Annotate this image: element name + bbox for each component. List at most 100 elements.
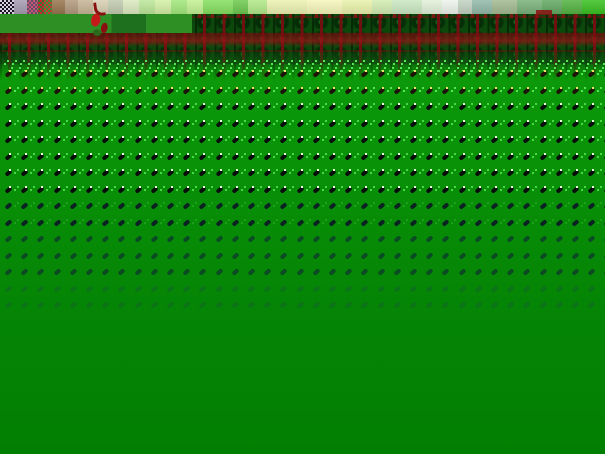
grass-dot	[597, 155, 600, 158]
sky-block	[458, 0, 472, 14]
grass-sparkle	[25, 136, 28, 138]
grass-tuft	[328, 185, 337, 194]
grass-sparkle	[576, 169, 578, 171]
grass-dot	[532, 122, 535, 125]
grass-dot	[419, 172, 421, 174]
grass-tuft	[571, 251, 580, 260]
grass-dot	[95, 122, 97, 125]
grass-tuft	[458, 251, 467, 260]
grass-dot	[597, 122, 600, 125]
grass-sparkle	[478, 136, 481, 138]
grass-dot	[289, 172, 292, 174]
grass-tuft	[474, 202, 483, 210]
grass-tuft	[4, 152, 13, 161]
grass-dot	[78, 172, 81, 174]
grass-sparkle	[284, 185, 287, 188]
grass-dot	[548, 139, 551, 141]
grass-sparkle	[219, 152, 222, 155]
grass-sparkle	[462, 169, 465, 171]
grass-sparkle	[381, 136, 384, 138]
grass-tuft	[522, 136, 531, 144]
grass-dot	[419, 139, 421, 141]
grass-tuft	[312, 169, 321, 177]
grass-sparkle	[73, 119, 76, 122]
grass-tuft	[328, 251, 337, 260]
grass-tuft	[344, 218, 353, 227]
grass-tuft	[506, 136, 515, 144]
grass-sparkle	[235, 103, 238, 105]
grass-sparkle	[527, 119, 530, 122]
grass-sparkle	[90, 169, 92, 171]
grass-dot	[257, 205, 259, 207]
grass-dot	[370, 155, 373, 158]
grass-sparkle	[252, 119, 254, 122]
grass-dot	[95, 106, 97, 108]
grass-tuft	[474, 119, 483, 128]
grass-dot	[30, 188, 33, 191]
grass-tuft	[425, 185, 434, 194]
grass-sparkle	[171, 152, 173, 155]
grass-dot	[500, 139, 502, 141]
grass-tuft	[441, 86, 450, 95]
grass-tuft	[263, 119, 272, 128]
grass-dot	[289, 106, 292, 108]
grass-sparkle	[430, 103, 433, 105]
grass-tuft	[328, 86, 337, 95]
grass-tuft	[506, 251, 515, 260]
grass-sparkle	[203, 169, 206, 171]
grass-dot	[467, 106, 470, 108]
grass-tuft	[134, 103, 143, 111]
grass-tuft	[53, 202, 62, 210]
grass-tuft	[377, 301, 386, 309]
grass-tuft	[4, 268, 13, 276]
grass-tuft	[474, 235, 483, 243]
grass-sparkle	[495, 169, 497, 171]
grass-sparkle	[559, 119, 562, 122]
grass-tuft	[69, 235, 78, 243]
grass-sparkle	[154, 86, 157, 89]
grass-sparkle	[25, 86, 28, 89]
grass-tuft	[231, 202, 240, 210]
grass-sparkle	[41, 103, 44, 105]
grass-tuft	[571, 235, 580, 243]
grass-tuft	[117, 301, 126, 309]
grass-dot	[597, 188, 600, 191]
grass-tuft	[377, 136, 386, 144]
grass-tuft	[20, 185, 29, 194]
grass-tuft	[53, 119, 62, 128]
grass-tuft	[458, 169, 467, 177]
grass-sparkle	[106, 119, 109, 122]
grass-tuft	[231, 169, 240, 177]
grass-tuft	[377, 86, 386, 95]
grass-tuft	[263, 284, 272, 293]
grass-tuft	[360, 218, 369, 227]
grass-dot	[273, 188, 276, 191]
grass-tuft	[474, 301, 483, 309]
grass-tuft	[522, 218, 531, 227]
grass-dot	[62, 221, 65, 224]
grass-dot	[305, 139, 308, 141]
grass-tuft	[571, 152, 580, 161]
grass-sparkle	[9, 119, 11, 122]
grass-tuft	[36, 301, 45, 309]
grass-tuft	[4, 202, 13, 210]
grass-tuft	[441, 202, 450, 210]
grass-tuft	[344, 119, 353, 128]
grass-tuft	[4, 103, 13, 111]
grass-sparkle	[414, 152, 416, 155]
grass-dot	[305, 155, 308, 158]
grass-sparkle	[171, 185, 173, 188]
grass-tuft	[215, 119, 224, 128]
grass-tuft	[539, 185, 548, 194]
grass-dot	[224, 89, 227, 92]
grass-dot	[419, 106, 421, 108]
grass-tuft	[20, 86, 29, 95]
grass-tuft	[328, 202, 337, 210]
grass-tuft	[198, 86, 207, 95]
grass-tuft	[101, 119, 110, 128]
grass-sparkle	[543, 119, 546, 122]
grass-sparkle	[57, 152, 60, 155]
grass-tuft	[69, 119, 78, 128]
grass-tuft	[182, 103, 191, 111]
